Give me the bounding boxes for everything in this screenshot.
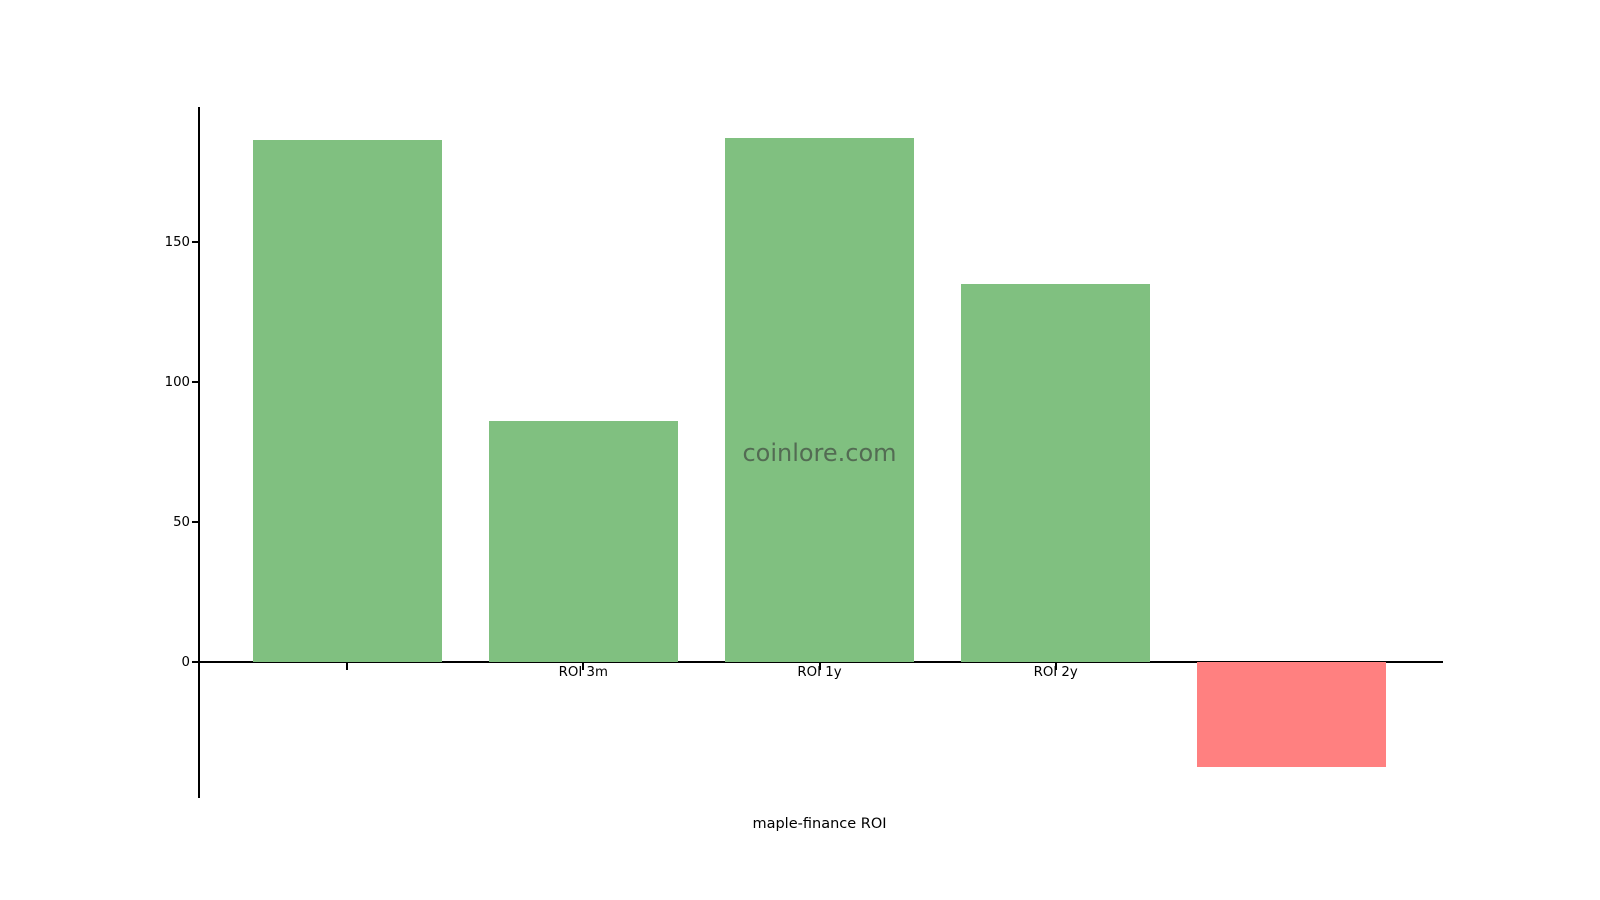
y-tick-100	[192, 381, 199, 384]
y-tick-label-100: 100	[164, 374, 190, 390]
x-tick-2	[818, 662, 821, 671]
chart-caption: maple-finance ROI	[752, 816, 887, 832]
bar-ROI 2y	[961, 283, 1151, 663]
y-tick-label-0: 0	[181, 654, 190, 670]
y-tick-0	[192, 661, 199, 664]
y-tick-label-150: 150	[164, 234, 190, 250]
bar-ROI 3m	[488, 421, 678, 663]
plot-area: 0 50 100 150 ROI 3m ROI 1y ROI 2y coinlore.co…	[165, 107, 1443, 798]
x-tick-label-1: ROI 3m	[558, 665, 608, 681]
x-tick-label-3: ROI 2y	[1033, 665, 1078, 681]
x-tick-label-2: ROI 1y	[797, 665, 842, 681]
x-tick-0	[346, 662, 349, 671]
watermark-text: coinlore.com	[742, 438, 897, 467]
y-tick-50	[192, 521, 199, 524]
bar-unlabeled-0	[252, 140, 442, 663]
y-axis-spine	[198, 107, 200, 798]
bar-ROI 1y	[725, 138, 914, 663]
x-tick-1	[582, 662, 585, 671]
bar-unlabeled-4	[1197, 662, 1387, 767]
y-tick-150	[192, 241, 199, 244]
x-tick-3	[1054, 662, 1057, 671]
y-tick-label-50: 50	[173, 514, 190, 530]
